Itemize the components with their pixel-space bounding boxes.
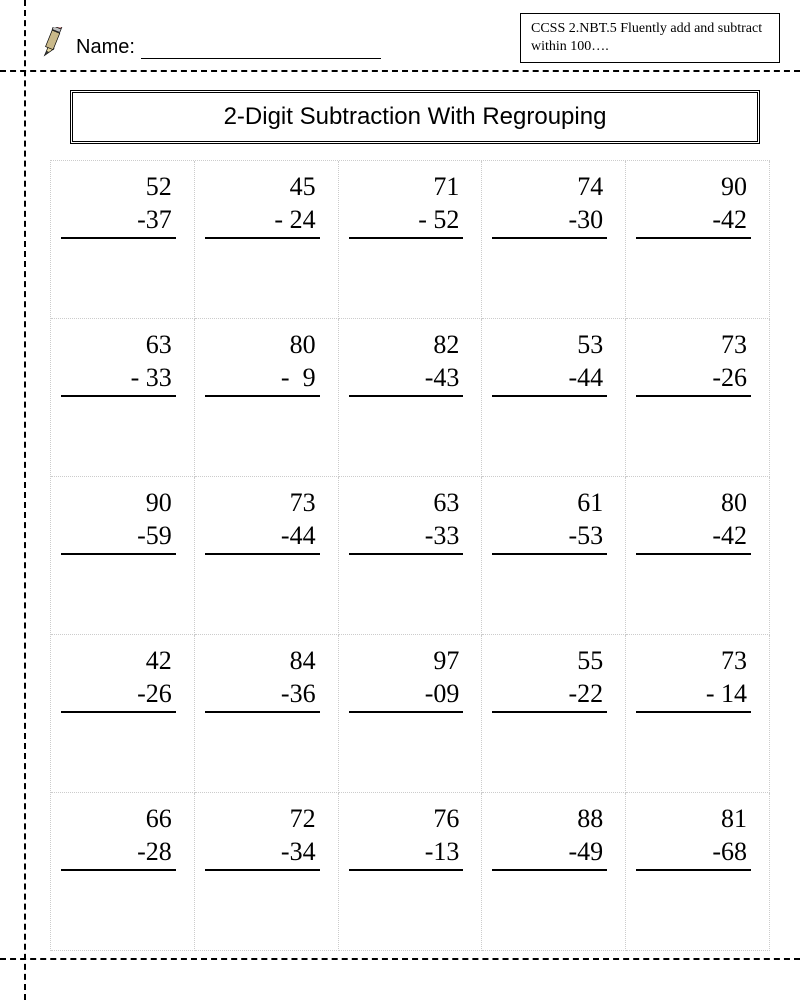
fold-line-bottom — [0, 958, 800, 960]
problem-cell: 71- 52 — [339, 161, 483, 319]
problem-cell: 97-09 — [339, 635, 483, 793]
subtrahend: - 9 — [205, 362, 320, 398]
worksheet-title: 2-Digit Subtraction With Regrouping — [70, 90, 760, 144]
problem-cell: 53-44 — [482, 319, 626, 477]
minuend: 63 — [61, 329, 176, 362]
subtrahend: -13 — [349, 836, 464, 872]
problem-cell: 52-37 — [51, 161, 195, 319]
problem-cell: 76-13 — [339, 793, 483, 951]
minuend: 90 — [61, 487, 176, 520]
subtrahend: - 52 — [349, 204, 464, 240]
problem-cell: 63- 33 — [51, 319, 195, 477]
problem-cell: 84-36 — [195, 635, 339, 793]
problem-cell: 73- 14 — [626, 635, 770, 793]
minuend: 76 — [349, 803, 464, 836]
minuend: 97 — [349, 645, 464, 678]
title-wrap: 2-Digit Subtraction With Regrouping — [70, 90, 760, 144]
subtrahend: -42 — [636, 520, 751, 556]
minuend: 88 — [492, 803, 607, 836]
minuend: 72 — [205, 803, 320, 836]
fold-line-left — [24, 0, 26, 1000]
subtrahend: - 24 — [205, 204, 320, 240]
problem-cell: 73-44 — [195, 477, 339, 635]
minuend: 66 — [61, 803, 176, 836]
subtrahend: -43 — [349, 362, 464, 398]
header: Name: CCSS 2.NBT.5 Fluently add and subt… — [40, 10, 780, 65]
minuend: 63 — [349, 487, 464, 520]
subtrahend: -44 — [492, 362, 607, 398]
subtrahend: -37 — [61, 204, 176, 240]
subtrahend: -59 — [61, 520, 176, 556]
subtrahend: -53 — [492, 520, 607, 556]
problem-cell: 42-26 — [51, 635, 195, 793]
subtrahend: -26 — [636, 362, 751, 398]
problem-cell: 90-59 — [51, 477, 195, 635]
minuend: 45 — [205, 171, 320, 204]
name-block: Name: — [40, 27, 381, 65]
minuend: 73 — [205, 487, 320, 520]
subtrahend: -42 — [636, 204, 751, 240]
subtrahend: -30 — [492, 204, 607, 240]
problem-cell: 72-34 — [195, 793, 339, 951]
subtrahend: -68 — [636, 836, 751, 872]
problem-cell: 80-42 — [626, 477, 770, 635]
minuend: 53 — [492, 329, 607, 362]
subtrahend: -09 — [349, 678, 464, 714]
minuend: 74 — [492, 171, 607, 204]
problem-cell: 63-33 — [339, 477, 483, 635]
minuend: 73 — [636, 645, 751, 678]
minuend: 80 — [205, 329, 320, 362]
problem-cell: 88-49 — [482, 793, 626, 951]
subtrahend: -26 — [61, 678, 176, 714]
minuend: 81 — [636, 803, 751, 836]
problems-grid: 52-3745- 2471- 5274-3090-4263- 3380- 982… — [50, 160, 770, 951]
problem-cell: 90-42 — [626, 161, 770, 319]
subtrahend: -28 — [61, 836, 176, 872]
subtrahend: -44 — [205, 520, 320, 556]
problem-cell: 66-28 — [51, 793, 195, 951]
pencil-icon — [40, 27, 68, 61]
minuend: 82 — [349, 329, 464, 362]
problem-cell: 45- 24 — [195, 161, 339, 319]
minuend: 84 — [205, 645, 320, 678]
worksheet-page: Name: CCSS 2.NBT.5 Fluently add and subt… — [0, 0, 800, 1000]
problem-cell: 73-26 — [626, 319, 770, 477]
ccss-standard-box: CCSS 2.NBT.5 Fluently add and subtract w… — [520, 13, 780, 63]
subtrahend: -36 — [205, 678, 320, 714]
problem-cell: 61-53 — [482, 477, 626, 635]
problem-cell: 80- 9 — [195, 319, 339, 477]
minuend: 61 — [492, 487, 607, 520]
problem-cell: 81-68 — [626, 793, 770, 951]
minuend: 80 — [636, 487, 751, 520]
problem-cell: 82-43 — [339, 319, 483, 477]
subtrahend: - 33 — [61, 362, 176, 398]
subtrahend: -49 — [492, 836, 607, 872]
minuend: 52 — [61, 171, 176, 204]
subtrahend: - 14 — [636, 678, 751, 714]
problem-cell: 55-22 — [482, 635, 626, 793]
subtrahend: -34 — [205, 836, 320, 872]
minuend: 90 — [636, 171, 751, 204]
minuend: 55 — [492, 645, 607, 678]
problem-cell: 74-30 — [482, 161, 626, 319]
minuend: 73 — [636, 329, 751, 362]
minuend: 42 — [61, 645, 176, 678]
name-label: Name: — [76, 36, 135, 59]
minuend: 71 — [349, 171, 464, 204]
subtrahend: -33 — [349, 520, 464, 556]
fold-line-top — [0, 70, 800, 72]
subtrahend: -22 — [492, 678, 607, 714]
name-input-line[interactable] — [141, 41, 381, 59]
